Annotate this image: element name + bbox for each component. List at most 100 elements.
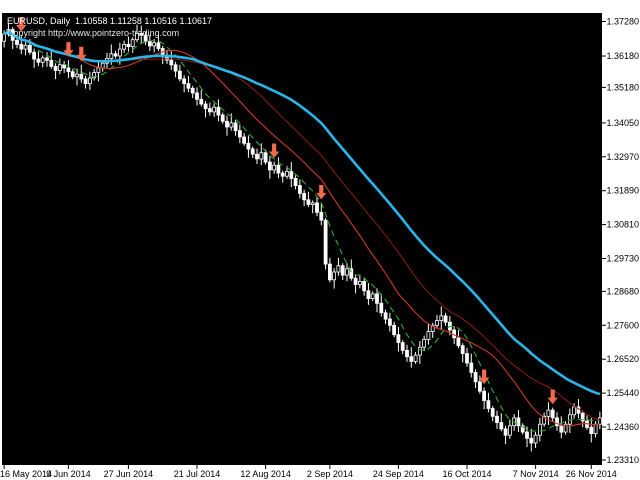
date-label: 2 Sep 2014 xyxy=(307,469,353,479)
bull-candle-body xyxy=(229,122,234,128)
sell-arrow-icon xyxy=(16,17,27,32)
bear-candle-body xyxy=(280,172,285,177)
bear-candle-body xyxy=(186,83,191,89)
date-label: 27 Jun 2014 xyxy=(104,469,154,479)
bear-candle-body xyxy=(306,199,311,205)
bear-candle-body xyxy=(460,345,465,354)
price-label: 1.31890 xyxy=(606,186,639,196)
bull-candle-body xyxy=(152,42,157,47)
bull-candle-body xyxy=(507,425,512,436)
bear-candle-body xyxy=(353,277,358,285)
date-label: 21 Jul 2014 xyxy=(174,469,221,479)
bear-candle-body xyxy=(19,44,24,50)
bull-candle-body xyxy=(310,202,315,205)
bear-candle-body xyxy=(199,98,204,105)
bear-candle-body xyxy=(32,51,36,60)
chart-plot-area[interactable] xyxy=(2,13,602,465)
date-label: 7 Nov 2014 xyxy=(513,469,559,479)
bear-candle-body xyxy=(465,353,469,364)
sell-arrow-icon xyxy=(268,143,280,158)
price-label: 1.36180 xyxy=(606,51,639,61)
bear-candle-body xyxy=(126,44,131,48)
bear-candle-body xyxy=(400,342,405,351)
bear-candle-body xyxy=(559,425,564,433)
bear-candle-body xyxy=(405,349,409,358)
bear-candle-body xyxy=(482,390,487,402)
bull-candle-body xyxy=(542,415,546,425)
bear-candle-body xyxy=(340,265,345,276)
bear-candle-body xyxy=(250,148,255,155)
bull-candle-body xyxy=(417,346,422,356)
bear-candle-body xyxy=(392,324,397,336)
bear-candle-body xyxy=(207,108,212,113)
bear-candle-body xyxy=(516,417,521,427)
price-label: 1.34050 xyxy=(606,118,639,128)
sell-arrow-icon xyxy=(63,42,74,57)
bull-candle-body xyxy=(572,406,576,416)
price-label: 1.35180 xyxy=(606,82,639,92)
bear-candle-body xyxy=(36,58,41,63)
bear-candle-body xyxy=(456,337,461,347)
bear-candle-body xyxy=(225,120,229,128)
bull-candle-body xyxy=(413,354,418,362)
bear-candle-body xyxy=(177,70,182,80)
price-label: 1.23310 xyxy=(606,455,639,465)
bear-candle-body xyxy=(242,136,247,144)
bull-candle-body xyxy=(259,152,264,160)
bear-candle-body xyxy=(319,211,324,221)
bear-candle-body xyxy=(477,381,482,392)
bear-candle-body xyxy=(495,415,499,423)
bull-candle-body xyxy=(435,320,439,326)
bear-candle-body xyxy=(302,193,307,201)
bull-candle-body xyxy=(109,53,114,59)
bear-candle-body xyxy=(499,422,504,430)
bull-candle-body xyxy=(336,265,341,273)
bear-candle-body xyxy=(143,34,148,42)
sell-arrow-icon xyxy=(547,389,558,405)
bull-candle-body xyxy=(96,67,101,74)
bear-candle-body xyxy=(297,185,302,194)
date-label: 16 Oct 2014 xyxy=(442,469,491,479)
sell-arrow-icon xyxy=(478,369,490,384)
bear-candle-body xyxy=(409,356,414,362)
bear-candle-body xyxy=(366,290,371,299)
bear-candle-body xyxy=(349,268,354,279)
time-axis[interactable] xyxy=(2,465,602,480)
bear-candle-body xyxy=(246,142,251,150)
bull-candle-body xyxy=(593,423,598,435)
price-axis[interactable] xyxy=(602,13,640,465)
bear-candle-body xyxy=(555,417,559,427)
bear-candle-body xyxy=(362,280,367,292)
bull-candle-body xyxy=(92,72,96,79)
bear-candle-body xyxy=(315,202,319,213)
bull-candle-body xyxy=(2,33,6,42)
bear-candle-body xyxy=(49,60,54,67)
bear-candle-body xyxy=(276,164,281,174)
bull-candle-body xyxy=(23,44,28,50)
bull-candle-body xyxy=(563,423,568,433)
bear-candle-body xyxy=(293,177,298,186)
bear-candle-body xyxy=(83,78,88,85)
date-label: 24 Sep 2014 xyxy=(373,469,424,479)
bear-candle-body xyxy=(580,412,585,422)
candles-layer xyxy=(2,24,602,452)
bear-candle-body xyxy=(45,57,49,61)
bear-candle-body xyxy=(53,66,58,71)
ma-line-slow-cyan xyxy=(3,30,601,396)
bull-candle-body xyxy=(40,57,45,63)
price-label: 1.24360 xyxy=(606,422,639,432)
date-label: 26 Nov 2014 xyxy=(566,469,617,479)
price-label: 1.25440 xyxy=(606,388,639,398)
price-label: 1.27600 xyxy=(606,320,639,330)
bull-candle-body xyxy=(272,164,277,171)
bear-candle-body xyxy=(387,318,392,326)
bear-candle-body xyxy=(525,431,529,439)
bear-candle-body xyxy=(486,400,491,409)
price-label: 1.28680 xyxy=(606,286,639,296)
bear-candle-body xyxy=(383,312,388,320)
bear-candle-body xyxy=(379,302,384,314)
price-label: 1.26520 xyxy=(606,354,639,364)
bear-candle-body xyxy=(66,67,71,73)
